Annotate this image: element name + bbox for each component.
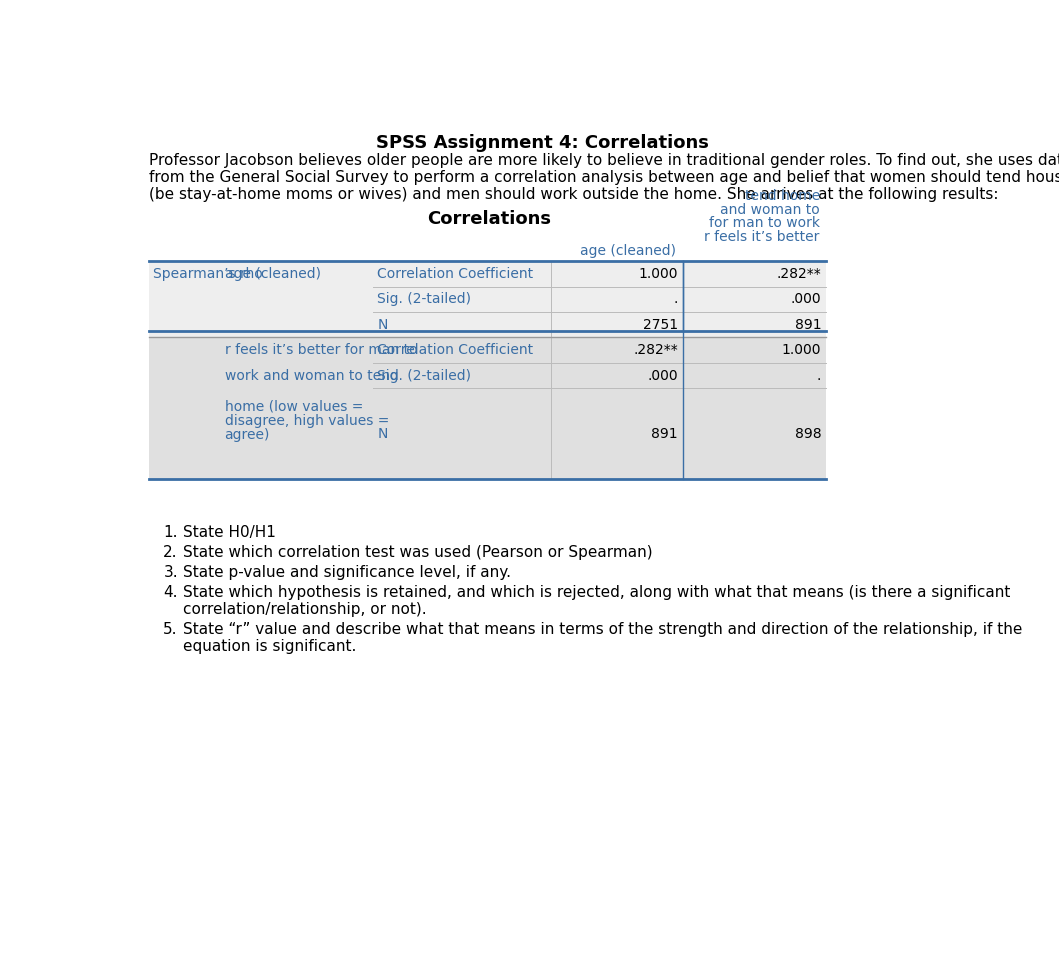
Text: SPSS Assignment 4: Correlations: SPSS Assignment 4: Correlations — [376, 134, 708, 152]
Text: 1.000: 1.000 — [782, 343, 822, 358]
Text: Spearman’s rho: Spearman’s rho — [152, 267, 263, 281]
Text: (be stay-at-home moms or wives) and men should work outside the home. She arrive: (be stay-at-home moms or wives) and men … — [149, 188, 999, 202]
Text: 891: 891 — [651, 427, 678, 441]
Text: Sig. (2-tailed): Sig. (2-tailed) — [377, 368, 471, 383]
Text: 4.: 4. — [163, 585, 178, 601]
Text: 2751: 2751 — [643, 318, 678, 332]
Text: 1.000: 1.000 — [639, 267, 678, 281]
Text: .: . — [674, 292, 678, 307]
Text: Correlation Coefficient: Correlation Coefficient — [377, 267, 534, 281]
Text: for man to work: for man to work — [708, 217, 820, 231]
Text: .000: .000 — [647, 368, 678, 383]
Text: age (cleaned): age (cleaned) — [225, 267, 321, 281]
Text: equation is significant.: equation is significant. — [183, 639, 356, 655]
Text: .: . — [816, 368, 822, 383]
Text: State H0/H1: State H0/H1 — [183, 526, 275, 540]
Text: r feels it’s better for man to: r feels it’s better for man to — [225, 343, 417, 358]
Text: tend home: tend home — [744, 189, 820, 202]
Text: State p-value and significance level, if any.: State p-value and significance level, if… — [183, 566, 510, 580]
Bar — [149, 261, 826, 337]
Text: State which hypothesis is retained, and which is rejected, along with what that : State which hypothesis is retained, and … — [183, 585, 1010, 601]
Text: work and woman to tend: work and woman to tend — [225, 368, 398, 383]
Text: correlation/relationship, or not).: correlation/relationship, or not). — [183, 603, 427, 617]
Text: home (low values =: home (low values = — [225, 399, 363, 413]
Text: 2.: 2. — [163, 545, 178, 561]
Text: State which correlation test was used (Pearson or Spearman): State which correlation test was used (P… — [183, 545, 652, 561]
Text: Professor Jacobson believes older people are more likely to believe in tradition: Professor Jacobson believes older people… — [149, 153, 1059, 168]
Text: Correlation Coefficient: Correlation Coefficient — [377, 343, 534, 358]
Text: and woman to: and woman to — [720, 202, 820, 217]
Text: 891: 891 — [794, 318, 822, 332]
Text: 898: 898 — [794, 427, 822, 441]
Text: N: N — [377, 427, 388, 441]
Text: State “r” value and describe what that means in terms of the strength and direct: State “r” value and describe what that m… — [183, 622, 1022, 637]
Text: Correlations: Correlations — [427, 210, 551, 229]
Text: .282**: .282** — [776, 267, 822, 281]
Bar — [551, 261, 826, 326]
Text: Sig. (2-tailed): Sig. (2-tailed) — [377, 292, 471, 307]
Text: age (cleaned): age (cleaned) — [580, 244, 677, 258]
Text: disagree, high values =: disagree, high values = — [225, 413, 389, 428]
Bar — [149, 337, 826, 479]
Text: N: N — [377, 318, 388, 332]
Text: .000: .000 — [791, 292, 822, 307]
Text: .282**: .282** — [633, 343, 678, 358]
Text: 3.: 3. — [163, 566, 178, 580]
Text: r feels it’s better: r feels it’s better — [704, 231, 820, 244]
Text: agree): agree) — [225, 428, 270, 443]
Text: from the General Social Survey to perform a correlation analysis between age and: from the General Social Survey to perfor… — [149, 170, 1059, 186]
Text: 5.: 5. — [163, 622, 178, 637]
Text: 1.: 1. — [163, 526, 178, 540]
